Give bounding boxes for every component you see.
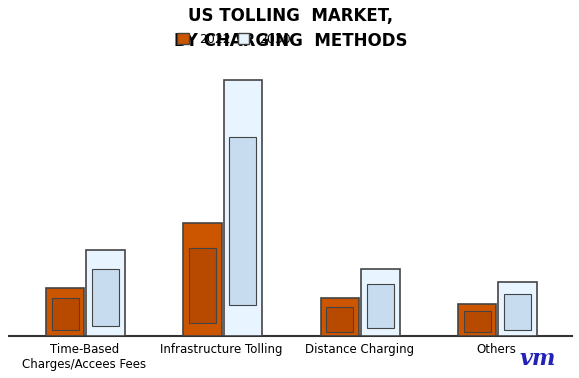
Bar bbox=[46, 288, 85, 336]
Bar bbox=[361, 269, 400, 336]
Bar bbox=[86, 250, 124, 336]
Bar bbox=[223, 80, 262, 336]
Bar bbox=[367, 284, 394, 328]
Bar bbox=[504, 294, 531, 330]
Bar bbox=[458, 304, 497, 336]
Bar bbox=[189, 248, 216, 322]
Bar bbox=[229, 136, 256, 305]
Title: US TOLLING  MARKET,
BY CHARGING  METHODS: US TOLLING MARKET, BY CHARGING METHODS bbox=[174, 7, 407, 50]
Bar bbox=[184, 223, 222, 336]
Legend: 2022, 2030: 2022, 2030 bbox=[175, 30, 294, 48]
Bar bbox=[92, 269, 119, 326]
Bar bbox=[52, 298, 79, 330]
Bar bbox=[464, 311, 491, 332]
Bar bbox=[499, 282, 537, 336]
Bar bbox=[327, 307, 353, 332]
Text: vm: vm bbox=[519, 349, 556, 370]
Bar bbox=[321, 298, 359, 336]
